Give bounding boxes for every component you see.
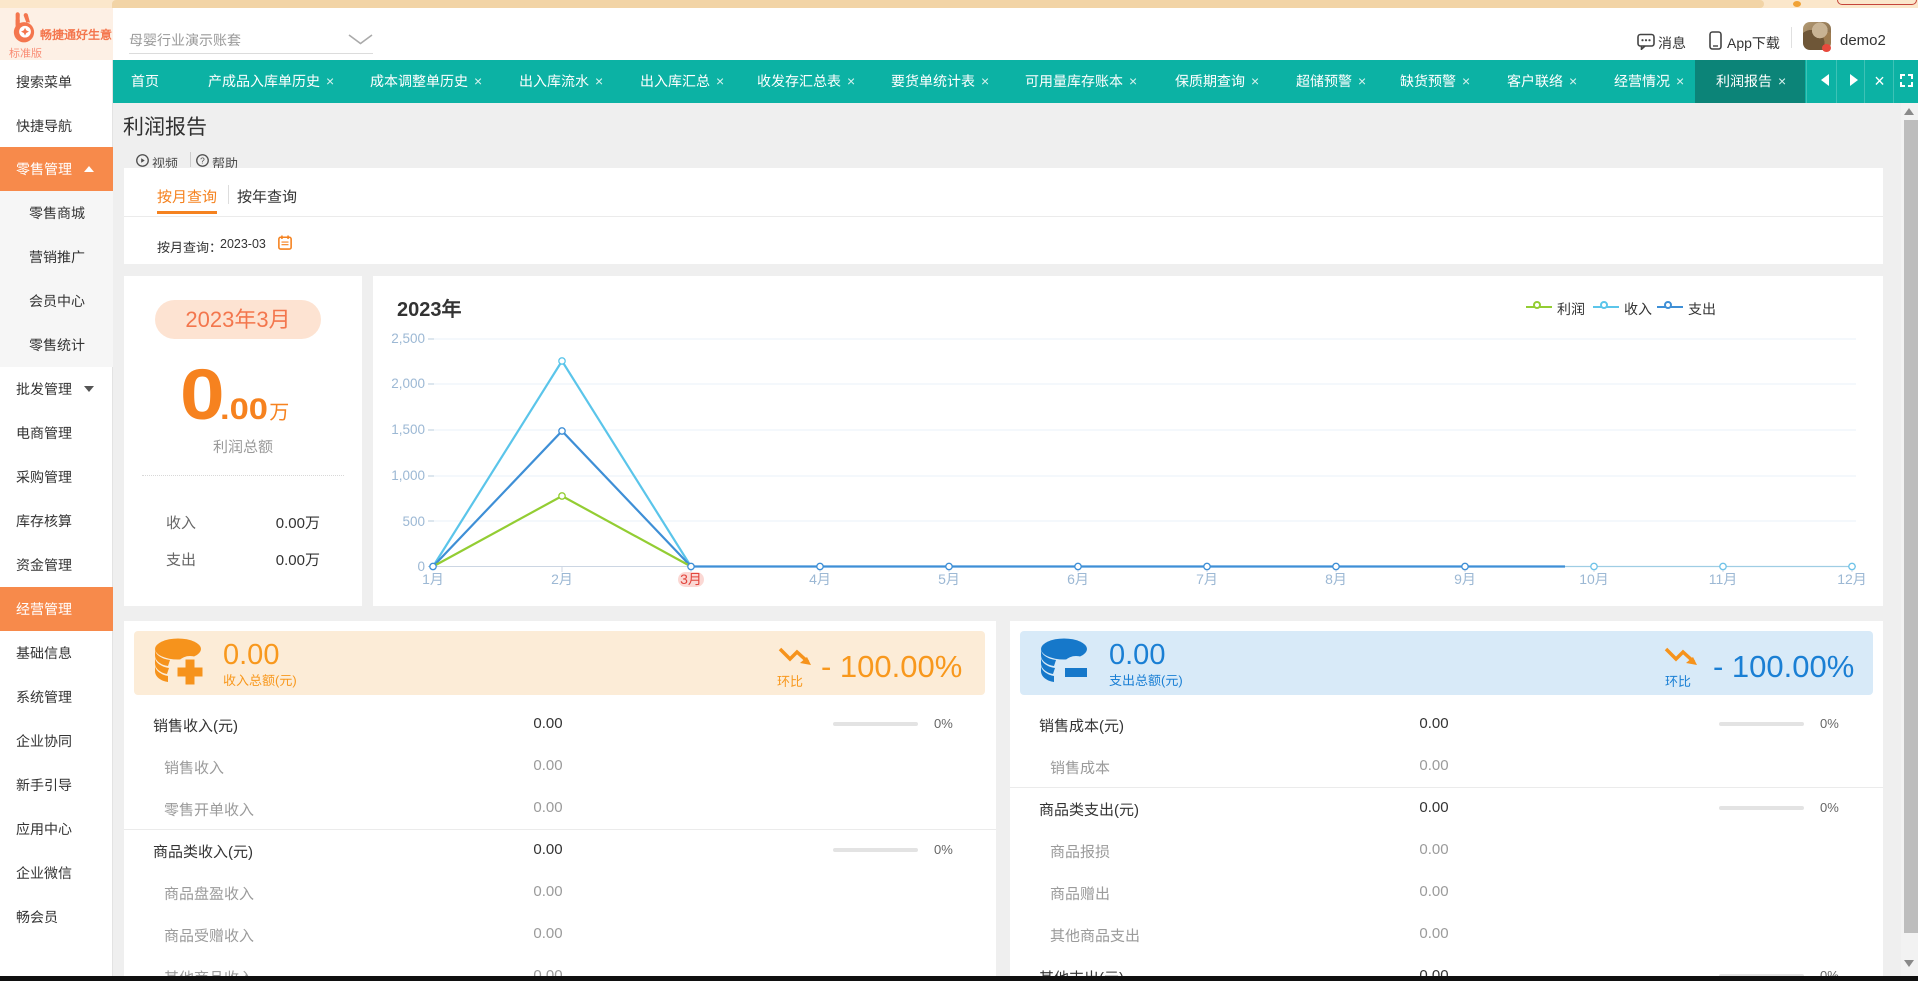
svg-text:500: 500 (402, 514, 425, 529)
svg-text:4月: 4月 (809, 571, 831, 587)
svg-text:7月: 7月 (1196, 571, 1218, 587)
svg-text:12月: 12月 (1837, 571, 1867, 587)
svg-text:6月: 6月 (1067, 571, 1089, 587)
svg-text:2月: 2月 (551, 571, 573, 587)
svg-text:1,000: 1,000 (391, 468, 425, 483)
svg-text:11月: 11月 (1709, 571, 1738, 587)
svg-text:1,500: 1,500 (391, 422, 425, 437)
svg-text:2,000: 2,000 (391, 376, 425, 391)
svg-text:8月: 8月 (1325, 571, 1347, 587)
svg-text:5月: 5月 (938, 571, 960, 587)
svg-text:9月: 9月 (1454, 571, 1476, 587)
svg-text:10月: 10月 (1579, 571, 1609, 587)
svg-text:0: 0 (417, 559, 425, 574)
svg-text:2,500: 2,500 (391, 331, 425, 346)
svg-text:3月: 3月 (680, 571, 702, 587)
svg-text:?: ? (200, 155, 205, 165)
svg-text:1月: 1月 (422, 571, 444, 587)
